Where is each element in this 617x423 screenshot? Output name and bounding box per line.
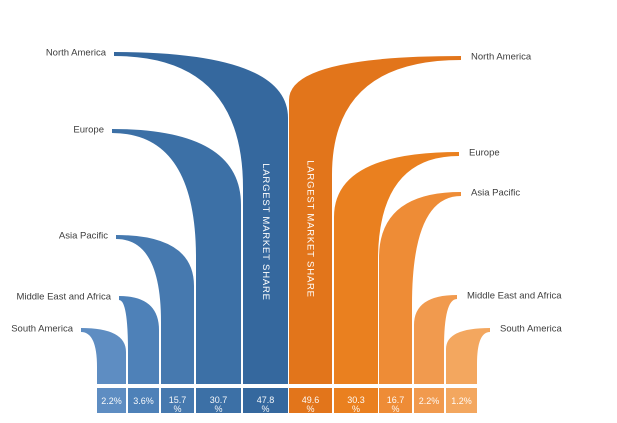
value-label-right-asia-pacific: 16.7% [387,395,405,414]
region-label-left-south-america: South America [11,324,73,335]
petal-left-asia-pacific [116,235,194,384]
petal-right-asia-pacific [379,192,461,384]
petal-right-south-america [446,328,490,384]
petal-right-europe [334,152,459,384]
region-label-left-asia-pacific: Asia Pacific [59,231,108,242]
value-label-left-europe: 30.7% [210,395,228,414]
region-label-left-north-america: North America [46,48,107,59]
region-label-right-north-america: North America [471,52,532,63]
value-label-right-south-america: 1.2% [451,396,472,406]
value-label-left-middle-east-and-africa: 3.6% [133,396,154,406]
region-label-right-asia-pacific: Asia Pacific [471,188,520,199]
value-label-right-north-america: 49.6% [302,395,320,414]
petal-left-south-america [81,328,126,384]
region-label-left-middle-east-and-africa: Middle East and Africa [16,292,111,303]
petal-right-north-america [289,56,461,384]
value-cell-right-europe [334,388,378,413]
region-label-right-south-america: South America [500,324,562,335]
petal-left-north-america [114,52,288,384]
value-label-right-europe: 30.3% [347,395,365,414]
value-cell-left-asia-pacific [161,388,194,413]
value-cell-right-north-america [289,388,332,413]
value-cell-left-europe [196,388,241,413]
value-label-right-middle-east-and-africa: 2.2% [419,396,440,406]
value-cell-left-south-america [97,388,126,413]
region-label-left-europe: Europe [73,125,104,136]
value-label-left-asia-pacific: 15.7% [169,395,187,414]
petal-right-middle-east-and-africa [414,295,457,384]
center-label-left: LARGEST MARKET SHARE [260,163,271,301]
region-label-right-europe: Europe [469,148,500,159]
petal-left-europe [112,129,241,384]
center-label-right: LARGEST MARKET SHARE [305,160,316,298]
value-cell-right-south-america [446,388,477,413]
value-label-left-north-america: 47.8% [257,395,275,414]
value-cell-right-asia-pacific [379,388,412,413]
value-cell-right-middle-east-and-africa [414,388,444,413]
value-label-left-south-america: 2.2% [101,396,122,406]
value-cell-left-middle-east-and-africa [128,388,159,413]
region-label-right-middle-east-and-africa: Middle East and Africa [467,291,562,302]
value-cell-left-north-america [243,388,288,413]
petal-left-middle-east-and-africa [119,296,159,384]
